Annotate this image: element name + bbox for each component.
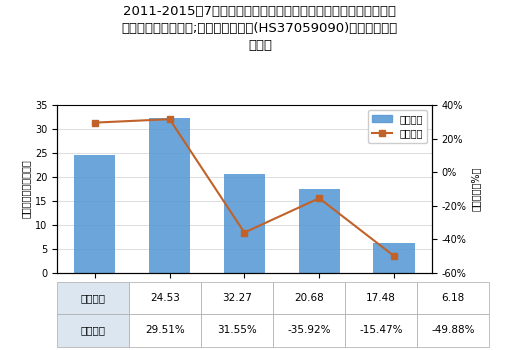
- Y-axis label: 进口金额（百万美元）: 进口金额（百万美元）: [21, 160, 31, 218]
- Bar: [74, 155, 115, 273]
- Bar: [149, 118, 190, 273]
- Bar: [224, 174, 265, 273]
- Bar: [298, 189, 340, 273]
- Bar: [373, 243, 414, 273]
- Legend: 进口金额, 同比增长: 进口金额, 同比增长: [368, 110, 427, 142]
- Y-axis label: 同比增长（%）: 同比增长（%）: [471, 167, 480, 211]
- Text: 2011-2015年7月已冲洗的其他摄影硬、软片（包括其他已冲洗的摄
影纸、纸板及纺织物;电影胶片除外）(HS37059090)进口总额及增
速统计: 2011-2015年7月已冲洗的其他摄影硬、软片（包括其他已冲洗的摄 影纸、纸板…: [122, 5, 398, 52]
